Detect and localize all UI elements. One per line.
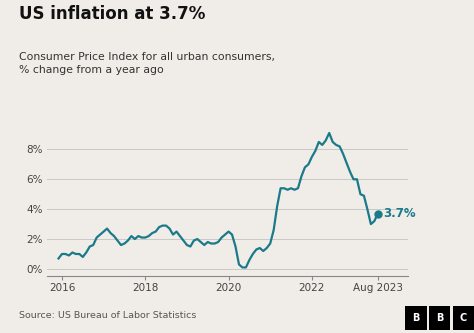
Text: B: B — [412, 313, 419, 323]
Text: 3.7%: 3.7% — [383, 207, 415, 220]
Text: Source: US Bureau of Labor Statistics: Source: US Bureau of Labor Statistics — [19, 311, 196, 320]
Text: C: C — [460, 313, 467, 323]
Text: Consumer Price Index for all urban consumers,
% change from a year ago: Consumer Price Index for all urban consu… — [19, 52, 275, 75]
Text: B: B — [436, 313, 443, 323]
Text: US inflation at 3.7%: US inflation at 3.7% — [19, 5, 205, 23]
